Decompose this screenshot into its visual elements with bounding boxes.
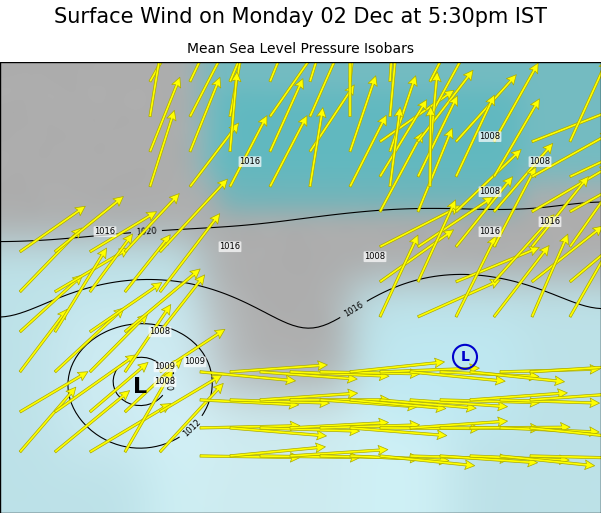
Text: 1008: 1008 bbox=[150, 327, 171, 337]
Text: 1009: 1009 bbox=[185, 358, 206, 366]
Text: Surface Wind on Monday 02 Dec at 5:30pm IST: Surface Wind on Monday 02 Dec at 5:30pm … bbox=[54, 7, 547, 27]
Text: 1016: 1016 bbox=[342, 300, 365, 319]
Text: 1016: 1016 bbox=[480, 227, 501, 236]
Text: Mean Sea Level Pressure Isobars: Mean Sea Level Pressure Isobars bbox=[187, 42, 414, 56]
Text: 1008: 1008 bbox=[364, 252, 386, 261]
Text: 1009: 1009 bbox=[154, 362, 175, 371]
Text: 1016: 1016 bbox=[94, 227, 115, 236]
Text: 1016: 1016 bbox=[219, 242, 240, 251]
Text: 1008: 1008 bbox=[529, 157, 551, 166]
Text: 1020: 1020 bbox=[136, 226, 157, 237]
Text: 1010: 1010 bbox=[163, 370, 172, 391]
Text: 1008: 1008 bbox=[480, 187, 501, 196]
Text: 1016: 1016 bbox=[540, 217, 561, 226]
Text: L: L bbox=[133, 377, 147, 397]
Text: L: L bbox=[460, 350, 469, 364]
Text: 1016: 1016 bbox=[239, 157, 261, 166]
Text: 1008: 1008 bbox=[480, 132, 501, 141]
Text: 1008: 1008 bbox=[154, 378, 175, 386]
Text: 1012: 1012 bbox=[181, 417, 203, 438]
